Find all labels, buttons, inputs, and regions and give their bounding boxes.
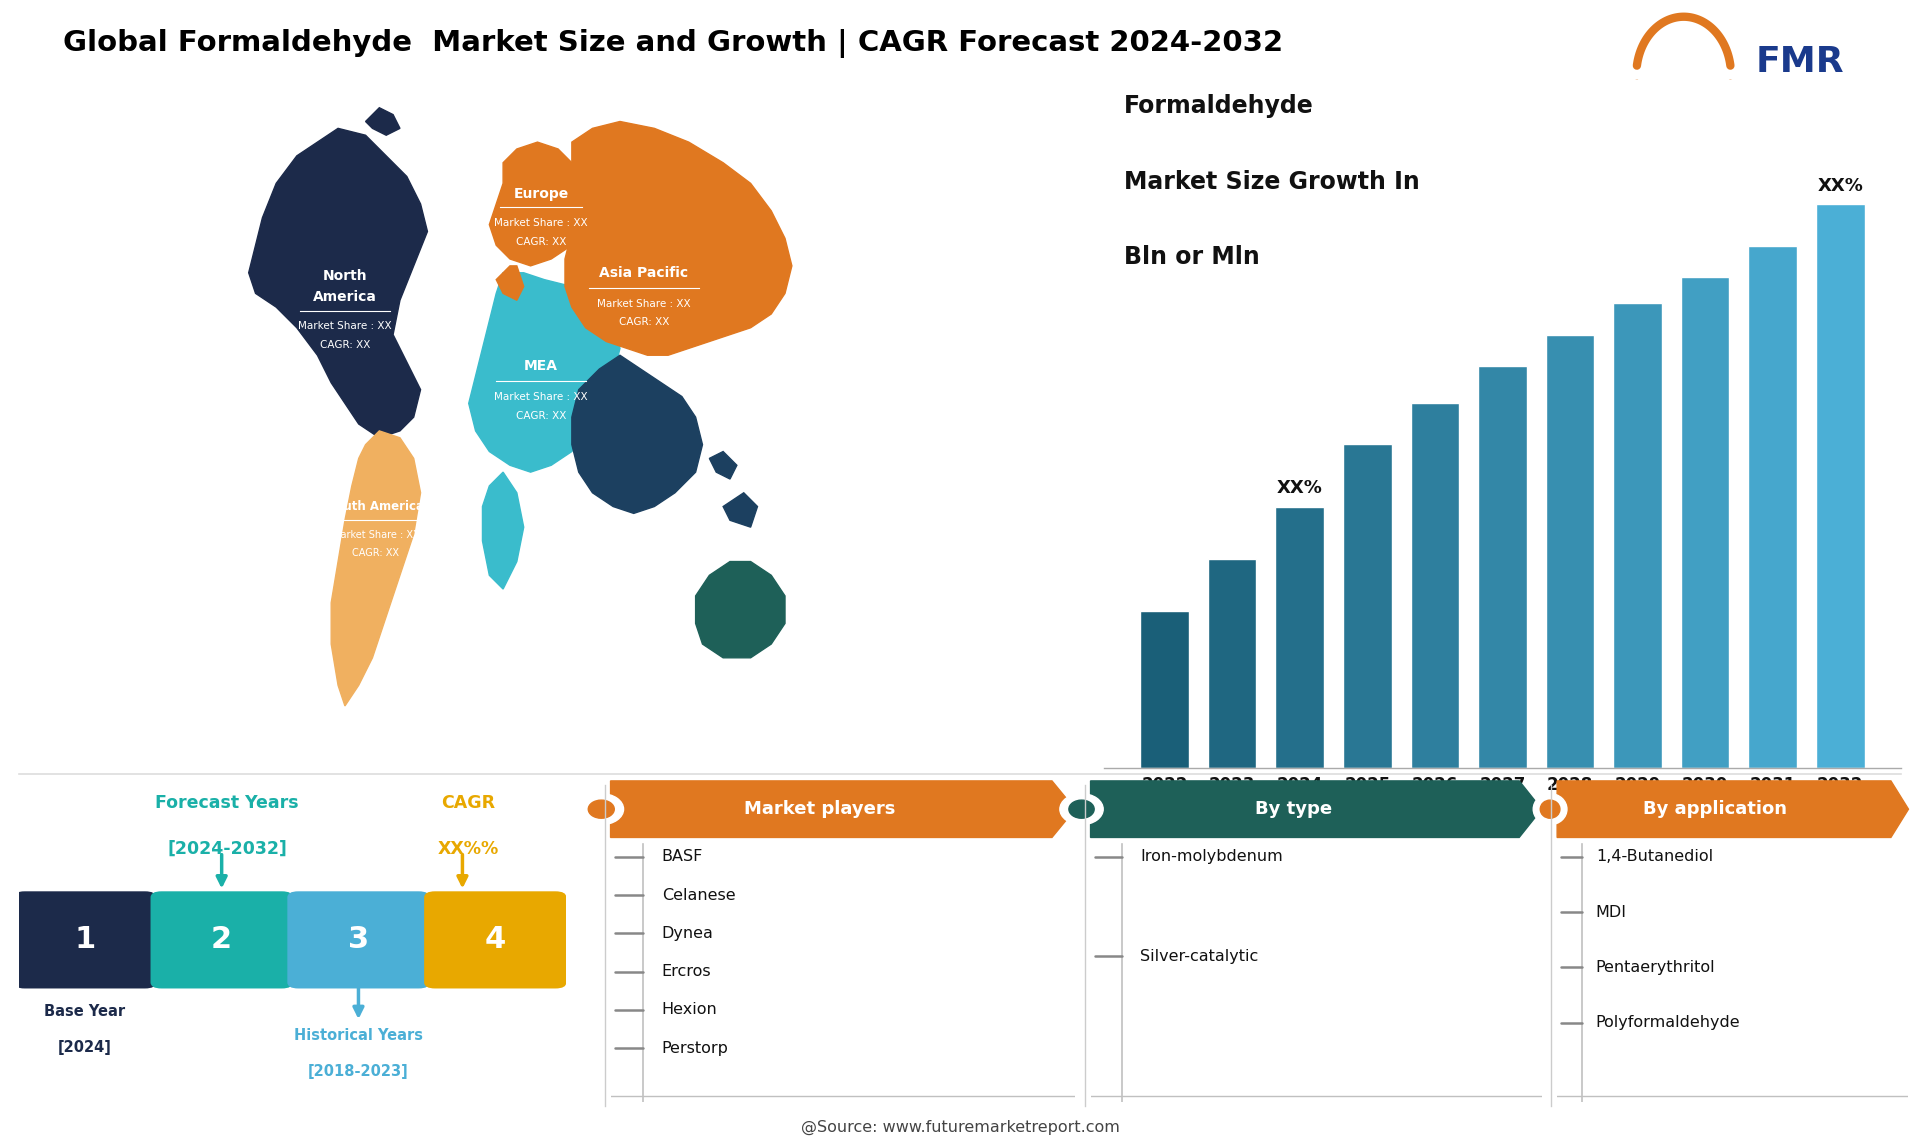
Bar — [1411, 402, 1459, 768]
Bar — [1208, 559, 1256, 768]
Circle shape — [580, 794, 624, 825]
Text: 1: 1 — [75, 925, 96, 955]
Text: CAGR: XX: CAGR: XX — [353, 548, 399, 558]
Text: Ercros: Ercros — [662, 964, 710, 979]
Text: Bln or Mln: Bln or Mln — [1123, 245, 1260, 269]
Text: CAGR: CAGR — [442, 794, 495, 813]
Text: Market Share : XX: Market Share : XX — [298, 321, 392, 331]
Polygon shape — [611, 780, 1075, 838]
Bar — [1816, 204, 1864, 768]
Text: North: North — [323, 269, 367, 283]
Text: 1,4-Butanediol: 1,4-Butanediol — [1596, 849, 1713, 864]
Text: South America: South America — [328, 500, 424, 513]
FancyBboxPatch shape — [288, 892, 430, 989]
Polygon shape — [330, 431, 420, 706]
Text: Silver-catalytic: Silver-catalytic — [1140, 949, 1258, 964]
Bar — [1546, 335, 1594, 768]
Polygon shape — [724, 493, 758, 527]
Text: CAGR: XX: CAGR: XX — [321, 340, 371, 350]
Text: Dynea: Dynea — [662, 926, 714, 941]
Text: @Source: www.futuremarketreport.com: @Source: www.futuremarketreport.com — [801, 1120, 1119, 1135]
Polygon shape — [490, 142, 593, 266]
Text: 4: 4 — [484, 925, 505, 955]
Bar — [1680, 277, 1730, 768]
Polygon shape — [250, 128, 428, 438]
Text: FUTURE MARKET REPORT: FUTURE MARKET REPORT — [1757, 113, 1859, 120]
Text: Base Year: Base Year — [44, 1004, 125, 1019]
Text: Forecast Years: Forecast Years — [156, 794, 300, 813]
Bar — [1613, 304, 1663, 768]
Text: FMR: FMR — [1757, 45, 1845, 79]
Bar — [1478, 366, 1526, 768]
Circle shape — [1069, 800, 1094, 818]
Text: Pentaerythritol: Pentaerythritol — [1596, 960, 1715, 975]
Text: XX%: XX% — [1277, 479, 1323, 497]
Polygon shape — [572, 355, 703, 513]
Text: By type: By type — [1256, 800, 1332, 818]
Text: Asia Pacific: Asia Pacific — [599, 266, 689, 280]
Polygon shape — [564, 121, 791, 355]
Circle shape — [1540, 800, 1559, 818]
FancyBboxPatch shape — [150, 892, 292, 989]
Text: Celanese: Celanese — [662, 888, 735, 903]
Polygon shape — [695, 562, 785, 658]
Polygon shape — [482, 472, 524, 589]
Circle shape — [1060, 794, 1104, 825]
Text: Europe: Europe — [513, 187, 568, 201]
FancyBboxPatch shape — [13, 892, 156, 989]
Polygon shape — [365, 108, 399, 135]
Text: [2024-2032]: [2024-2032] — [167, 840, 288, 857]
Bar — [1342, 445, 1392, 768]
Text: Market Size Growth In: Market Size Growth In — [1123, 170, 1419, 194]
Text: XX%%: XX%% — [438, 840, 499, 857]
Text: Polyformaldehyde: Polyformaldehyde — [1596, 1015, 1740, 1030]
Polygon shape — [708, 452, 737, 479]
Text: Historical Years: Historical Years — [294, 1028, 422, 1043]
Text: Hexion: Hexion — [662, 1003, 718, 1018]
Bar — [1749, 246, 1797, 768]
Text: [2024]: [2024] — [58, 1041, 111, 1055]
Text: CAGR: XX: CAGR: XX — [516, 237, 566, 246]
Text: Market Share : XX: Market Share : XX — [493, 218, 588, 228]
Polygon shape — [468, 273, 620, 472]
Text: Perstorp: Perstorp — [662, 1041, 728, 1055]
Text: CAGR: XX: CAGR: XX — [618, 317, 670, 328]
Polygon shape — [1091, 780, 1542, 838]
Text: 2: 2 — [211, 925, 232, 955]
Text: Formaldehyde: Formaldehyde — [1123, 94, 1313, 118]
Text: Market Share : XX: Market Share : XX — [597, 299, 691, 308]
Bar — [1275, 507, 1325, 768]
Text: XX%: XX% — [1818, 176, 1862, 195]
Text: BASF: BASF — [662, 849, 703, 864]
Text: Global Formaldehyde  Market Size and Growth | CAGR Forecast 2024-2032: Global Formaldehyde Market Size and Grow… — [63, 29, 1283, 57]
Polygon shape — [1557, 780, 1908, 838]
Text: Iron-molybdenum: Iron-molybdenum — [1140, 849, 1283, 864]
Bar — [1140, 611, 1188, 768]
Text: By application: By application — [1644, 800, 1788, 818]
Text: MEA: MEA — [524, 359, 559, 372]
FancyBboxPatch shape — [424, 892, 566, 989]
Circle shape — [588, 800, 614, 818]
Text: America: America — [313, 290, 376, 304]
Text: 3: 3 — [348, 925, 369, 955]
Text: Market Share : XX: Market Share : XX — [493, 392, 588, 401]
Polygon shape — [495, 266, 524, 300]
Text: CAGR: XX: CAGR: XX — [516, 410, 566, 421]
Text: [2018-2023]: [2018-2023] — [307, 1065, 409, 1080]
Circle shape — [1534, 794, 1567, 825]
Text: Market players: Market players — [743, 800, 895, 818]
Text: Market Share : XX: Market Share : XX — [332, 531, 420, 541]
Text: MDI: MDI — [1596, 904, 1626, 919]
